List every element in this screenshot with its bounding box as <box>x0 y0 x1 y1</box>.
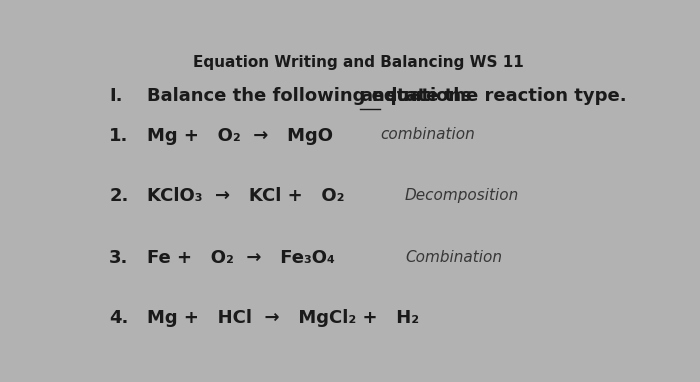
Text: Fe +   O₂  →   Fe₃O₄: Fe + O₂ → Fe₃O₄ <box>147 249 335 267</box>
Text: Mg +   O₂  →   MgO: Mg + O₂ → MgO <box>147 127 333 145</box>
Text: 1.: 1. <box>109 127 129 145</box>
Text: KClO₃  →   KCl +   O₂: KClO₃ → KCl + O₂ <box>147 187 344 205</box>
Text: Balance the following equations: Balance the following equations <box>147 87 478 105</box>
Text: combination: combination <box>381 127 475 142</box>
Text: 3.: 3. <box>109 249 129 267</box>
Text: state the reaction type.: state the reaction type. <box>380 87 626 105</box>
Text: Combination: Combination <box>405 250 502 265</box>
Text: Mg +   HCl  →   MgCl₂ +   H₂: Mg + HCl → MgCl₂ + H₂ <box>147 309 419 327</box>
Text: I.: I. <box>109 87 122 105</box>
Text: and: and <box>360 87 398 105</box>
Text: 4.: 4. <box>109 309 129 327</box>
Text: 2.: 2. <box>109 187 129 205</box>
Text: Decomposition: Decomposition <box>405 188 519 204</box>
Text: Equation Writing and Balancing WS 11: Equation Writing and Balancing WS 11 <box>193 55 524 70</box>
